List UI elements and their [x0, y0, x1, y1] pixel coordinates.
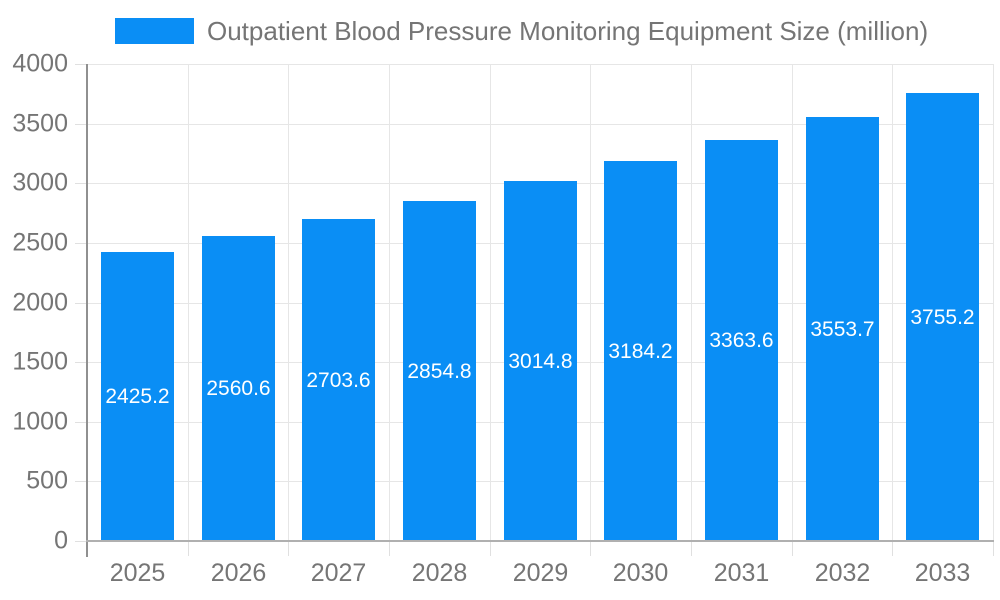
y-gridline — [87, 64, 993, 65]
y-axis-label: 3000 — [12, 168, 68, 197]
y-axis-tick — [75, 64, 87, 65]
legend-label: Outpatient Blood Pressure Monitoring Equ… — [207, 16, 929, 46]
x-axis-label: 2027 — [310, 559, 367, 587]
x-gridline — [792, 64, 793, 541]
x-axis-tick — [490, 542, 491, 556]
y-axis-line — [86, 64, 88, 557]
bar-value-label: 2703.6 — [306, 368, 371, 392]
bar-value-label: 2425.2 — [105, 385, 170, 408]
bar-value-label: 2560.6 — [206, 377, 271, 400]
bar: 3184.2 — [604, 161, 677, 541]
x-gridline — [188, 64, 189, 541]
x-gridline — [892, 64, 893, 541]
x-axis-tick — [892, 542, 893, 556]
x-gridline — [993, 64, 994, 541]
x-axis-label: 2028 — [411, 559, 468, 587]
y-axis-label: 2500 — [12, 228, 68, 257]
y-axis-label: 4000 — [12, 49, 68, 78]
x-axis-tick — [993, 542, 994, 556]
bar-value-label: 2854.8 — [407, 359, 472, 383]
y-axis-label: 0 — [54, 526, 68, 555]
bar: 3014.8 — [504, 181, 577, 541]
y-axis-label: 500 — [26, 466, 68, 495]
bar: 2703.6 — [302, 219, 375, 541]
bar-value-label: 3184.2 — [608, 339, 673, 363]
x-axis-tick — [389, 542, 390, 556]
x-axis-line — [86, 540, 994, 542]
x-axis-label: 2030 — [612, 559, 669, 587]
x-gridline — [490, 64, 491, 541]
bar-value-label: 3755.2 — [910, 305, 975, 329]
x-axis-label: 2029 — [512, 559, 569, 587]
y-axis-tick — [75, 541, 87, 542]
y-axis-tick — [75, 481, 87, 482]
y-axis-tick — [75, 243, 87, 244]
x-gridline — [590, 64, 591, 541]
y-axis-tick — [75, 303, 87, 304]
x-axis-label: 2032 — [814, 559, 871, 587]
y-axis-tick — [75, 183, 87, 184]
x-gridline — [389, 64, 390, 541]
bar-value-label: 3363.6 — [709, 329, 774, 352]
y-axis-tick — [75, 422, 87, 423]
x-axis-label: 2026 — [210, 559, 267, 587]
legend-swatch-icon — [115, 18, 194, 44]
x-axis-tick — [288, 542, 289, 556]
y-axis-label: 3500 — [12, 109, 68, 138]
bar: 2425.2 — [101, 252, 174, 541]
y-axis-label: 1000 — [12, 407, 68, 436]
bar-value-label: 3553.7 — [810, 317, 875, 341]
x-axis-label: 2031 — [713, 559, 770, 587]
x-axis-tick — [188, 542, 189, 556]
y-gridline — [87, 124, 993, 125]
x-axis-label: 2025 — [109, 559, 166, 587]
x-gridline — [691, 64, 692, 541]
chart-legend: Outpatient Blood Pressure Monitoring Equ… — [115, 18, 928, 44]
x-axis-tick — [691, 542, 692, 556]
bar: 2854.8 — [403, 201, 476, 541]
x-axis-label: 2033 — [914, 559, 971, 587]
x-gridline — [288, 64, 289, 541]
bar: 3755.2 — [906, 93, 979, 541]
y-axis-tick — [75, 362, 87, 363]
y-axis-label: 2000 — [12, 288, 68, 317]
bar: 2560.6 — [202, 236, 275, 541]
x-axis-tick — [590, 542, 591, 556]
bar-value-label: 3014.8 — [508, 349, 573, 373]
y-axis-tick — [75, 124, 87, 125]
bar: 3553.7 — [806, 117, 879, 541]
x-axis-tick — [792, 542, 793, 556]
y-axis-label: 1500 — [12, 347, 68, 376]
bar: 3363.6 — [705, 140, 778, 541]
